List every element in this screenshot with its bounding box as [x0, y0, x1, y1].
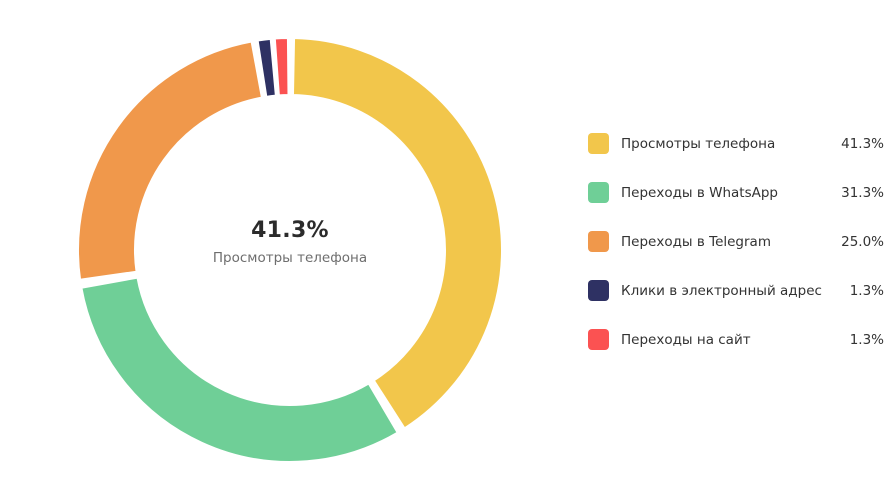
- legend-label: Просмотры телефона: [621, 135, 776, 152]
- legend-percent: 41.3%: [841, 135, 884, 152]
- legend-swatch: [588, 280, 609, 301]
- legend-item-2[interactable]: Переходы в WhatsApp 31.3%: [588, 182, 884, 203]
- legend-label: Переходы на сайт: [621, 331, 751, 348]
- pie-slice-4[interactable]: [256, 37, 277, 98]
- donut-chart-canvas: [77, 37, 503, 463]
- pie-slice-2[interactable]: [80, 276, 400, 463]
- legend-swatch: [588, 231, 609, 252]
- legend-percent: 31.3%: [841, 184, 884, 201]
- legend-item-4[interactable]: Клики в электронный адрес 1.3%: [588, 280, 884, 301]
- legend-label: Переходы в Telegram: [621, 233, 771, 250]
- legend-percent: 1.3%: [849, 282, 884, 299]
- legend-percent: 1.3%: [849, 331, 884, 348]
- legend-label: Клики в электронный адрес: [621, 282, 822, 299]
- legend-swatch: [588, 182, 609, 203]
- legend-item-5[interactable]: Переходы на сайт 1.3%: [588, 329, 884, 350]
- pie-slice-5[interactable]: [273, 37, 290, 97]
- pie-slice-3[interactable]: [77, 40, 264, 281]
- chart-legend: Просмотры телефона 41.3% Переходы в What…: [588, 133, 884, 350]
- legend-swatch: [588, 133, 609, 154]
- legend-item-3[interactable]: Переходы в Telegram 25.0%: [588, 231, 884, 252]
- legend-swatch: [588, 329, 609, 350]
- donut-chart: [70, 30, 510, 470]
- legend-percent: 25.0%: [841, 233, 884, 250]
- pie-slice-1[interactable]: [291, 37, 503, 430]
- legend-label: Переходы в WhatsApp: [621, 184, 778, 201]
- legend-item-1[interactable]: Просмотры телефона 41.3%: [588, 133, 884, 154]
